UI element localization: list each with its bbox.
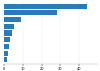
- Bar: [4, 51, 8, 56]
- Bar: [4, 31, 12, 36]
- Bar: [4, 17, 21, 22]
- Bar: [4, 24, 14, 29]
- Bar: [4, 37, 10, 42]
- Bar: [4, 4, 87, 9]
- Bar: [4, 44, 9, 49]
- Bar: [4, 57, 7, 62]
- Bar: [4, 10, 57, 15]
